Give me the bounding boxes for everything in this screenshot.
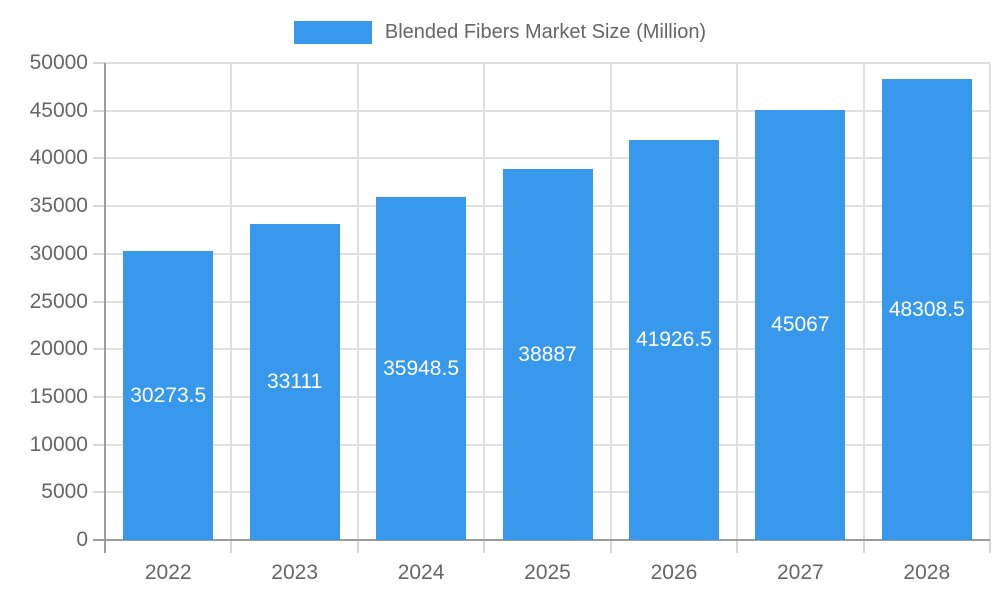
y-tick-label: 45000 (29, 98, 88, 122)
gridline-vertical (356, 63, 359, 540)
gridline-vertical (609, 63, 612, 540)
bar-2028[interactable] (881, 79, 972, 540)
x-axis-tick (862, 540, 865, 553)
legend-swatch (293, 20, 372, 44)
bar-2027[interactable] (755, 110, 846, 540)
x-axis-tick (230, 540, 233, 553)
y-axis-tick (93, 348, 105, 351)
x-tick-label: 2027 (776, 561, 824, 584)
gridline-vertical (862, 63, 865, 540)
x-axis-tick (989, 540, 991, 553)
y-tick-label: 15000 (29, 384, 88, 408)
x-axis-tick (483, 540, 486, 553)
x-axis-tick (736, 540, 739, 553)
y-axis-tick (93, 62, 105, 64)
gridline-vertical (736, 63, 739, 540)
x-tick-label: 2022 (144, 561, 192, 584)
gridline-horizontal (105, 109, 990, 112)
gridline-vertical (230, 63, 233, 540)
y-axis-tick (93, 252, 105, 255)
x-tick-label: 2028 (903, 561, 951, 584)
gridline-horizontal (105, 62, 990, 64)
bar-2023[interactable] (249, 224, 340, 540)
gridline-vertical (483, 63, 486, 540)
y-tick-label: 25000 (29, 289, 88, 313)
x-axis-tick (356, 540, 359, 553)
y-axis-tick (93, 109, 105, 112)
x-tick-label: 2026 (650, 561, 698, 584)
x-tick-label: 2024 (397, 561, 445, 584)
y-tick-label: 0 (76, 528, 88, 551)
y-axis-tick (93, 157, 105, 160)
y-axis-tick (93, 300, 105, 303)
x-axis-line (93, 539, 990, 541)
gridline-horizontal (105, 157, 990, 160)
bar-2026[interactable] (628, 140, 719, 540)
gridline-vertical (989, 63, 991, 540)
y-tick-label: 30000 (29, 241, 88, 265)
y-tick-label: 5000 (41, 480, 88, 504)
y-tick-label: 35000 (29, 194, 88, 218)
x-axis-tick (609, 540, 612, 553)
y-tick-label: 20000 (29, 337, 88, 361)
y-axis-tick (93, 205, 105, 208)
x-tick-label: 2023 (271, 561, 318, 584)
bar-2024[interactable] (376, 197, 467, 540)
y-axis-tick (93, 395, 105, 398)
x-tick-label: 2025 (524, 561, 571, 584)
legend-label: Blended Fibers Market Size (Million) (384, 20, 707, 43)
y-tick-label: 50000 (29, 51, 88, 74)
y-axis-tick (93, 443, 105, 446)
y-tick-label: 40000 (29, 146, 88, 170)
y-axis-tick (93, 491, 105, 494)
y-tick-label: 10000 (29, 432, 88, 456)
bar-2022[interactable] (123, 251, 214, 540)
y-axis-line (104, 63, 106, 553)
bar-2025[interactable] (502, 169, 593, 540)
chart-legend[interactable]: Blended Fibers Market Size (Million) (0, 18, 1000, 46)
